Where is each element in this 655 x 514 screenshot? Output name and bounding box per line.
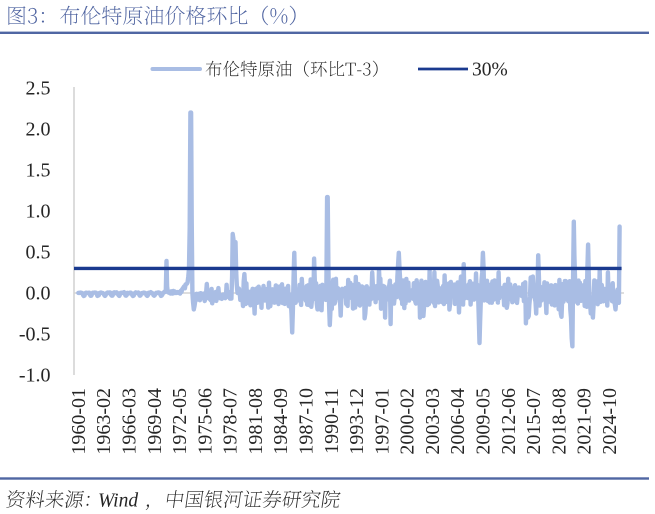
- svg-text:2.0: 2.0: [26, 119, 51, 141]
- svg-text:1981-08: 1981-08: [245, 388, 267, 455]
- svg-text:2018-08: 2018-08: [548, 388, 570, 455]
- svg-text:2024-10: 2024-10: [599, 388, 621, 455]
- svg-text:1993-12: 1993-12: [346, 388, 368, 455]
- svg-text:1984-09: 1984-09: [270, 388, 292, 455]
- svg-text:1990-11: 1990-11: [321, 388, 343, 454]
- svg-text:2000-02: 2000-02: [397, 388, 419, 455]
- svg-text:1997-01: 1997-01: [371, 388, 393, 455]
- svg-text:0.5: 0.5: [26, 242, 51, 264]
- svg-text:2021-09: 2021-09: [574, 388, 596, 455]
- svg-text:-1.0: -1.0: [19, 365, 51, 387]
- svg-text:1966-03: 1966-03: [119, 388, 141, 455]
- svg-text:1.0: 1.0: [26, 201, 51, 223]
- svg-text:2006-04: 2006-04: [447, 388, 469, 455]
- svg-text:1963-02: 1963-02: [93, 388, 115, 455]
- svg-text:1960-01: 1960-01: [68, 388, 90, 455]
- svg-text:1987-10: 1987-10: [296, 388, 318, 455]
- svg-text:1972-05: 1972-05: [169, 388, 191, 455]
- svg-text:1975-06: 1975-06: [194, 388, 216, 455]
- svg-text:2003-03: 2003-03: [422, 388, 444, 455]
- svg-text:-0.5: -0.5: [19, 324, 51, 346]
- svg-text:2015-07: 2015-07: [523, 388, 545, 455]
- svg-text:2.5: 2.5: [26, 78, 51, 100]
- svg-text:2009-05: 2009-05: [473, 388, 495, 455]
- svg-text:2012-06: 2012-06: [498, 388, 520, 455]
- svg-text:1978-07: 1978-07: [220, 388, 242, 455]
- svg-text:1.5: 1.5: [26, 160, 51, 182]
- svg-text:Wind: Wind: [98, 491, 138, 512]
- svg-text:30%: 30%: [472, 59, 508, 80]
- svg-text:1969-04: 1969-04: [144, 388, 166, 455]
- svg-text:0.0: 0.0: [26, 283, 51, 305]
